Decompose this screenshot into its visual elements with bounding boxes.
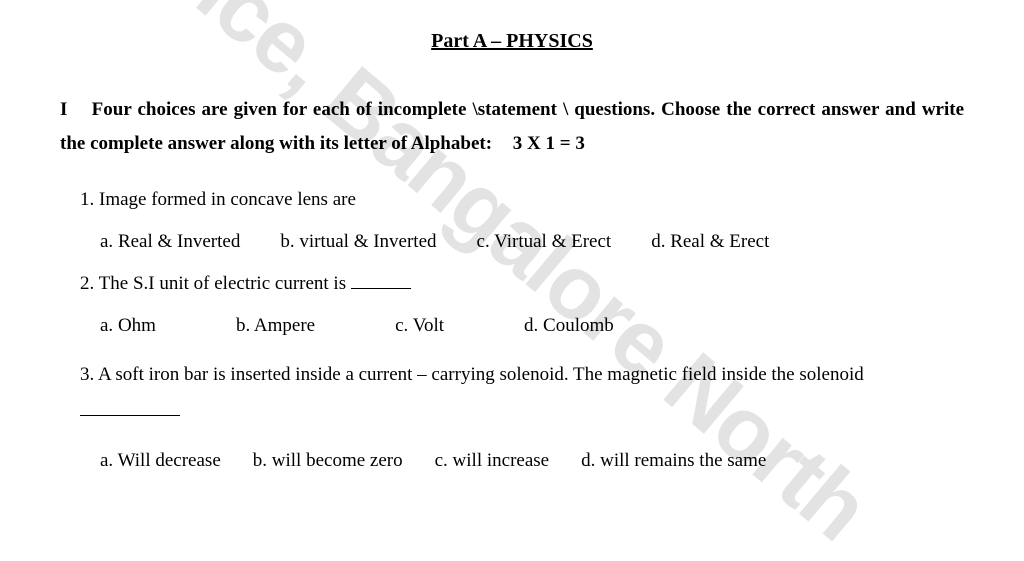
q2-option-a: a. Ohm [100,315,156,337]
q2-option-b: b. Ampere [236,315,315,337]
q1-option-a: a. Real & Inverted [100,231,240,253]
q1-option-d: d. Real & Erect [651,231,769,253]
q3-option-d: d. will remains the same [581,450,766,472]
instructions: I Four choices are given for each of inc… [60,93,964,161]
q1-option-b: b. virtual & Inverted [280,231,436,253]
question-3-body: A soft iron bar is inserted inside a cur… [98,364,864,385]
question-3-text: 3. A soft iron bar is inserted inside a … [80,357,964,429]
question-1-body: Image formed in concave lens are [99,189,356,210]
question-2-blank [351,288,411,289]
document-content: Part A – PHYSICS I Four choices are give… [60,30,964,472]
question-2-text: 2. The S.I unit of electric current is [80,273,964,295]
q3-option-b: b. will become zero [253,450,403,472]
q3-option-c: c. will increase [435,450,549,472]
question-1-text: 1. Image formed in concave lens are [80,189,964,211]
question-3: 3. A soft iron bar is inserted inside a … [80,357,964,471]
part-title: Part A – PHYSICS [60,30,964,53]
question-2-options: a. Ohm b. Ampere c. Volt d. Coulomb [100,315,964,337]
q2-option-d: d. Coulomb [524,315,614,337]
instructions-text: Four choices are given for each of incom… [60,99,964,154]
q1-option-c: c. Virtual & Erect [477,231,612,253]
question-3-options: a. Will decrease b. will become zero c. … [100,450,964,472]
question-3-blank [80,415,180,416]
question-2-number: 2. [80,273,94,294]
question-2: 2. The S.I unit of electric current is a… [80,273,964,337]
instructions-lead: I [60,99,67,120]
marks: 3 X 1 = 3 [513,133,585,154]
question-3-number: 3. [80,364,94,385]
question-2-body: The S.I unit of electric current is [99,273,346,294]
q2-option-c: c. Volt [395,315,444,337]
question-1-options: a. Real & Inverted b. virtual & Inverted… [100,231,964,253]
q3-option-a: a. Will decrease [100,450,221,472]
question-1: 1. Image formed in concave lens are a. R… [80,189,964,253]
question-1-number: 1. [80,189,94,210]
